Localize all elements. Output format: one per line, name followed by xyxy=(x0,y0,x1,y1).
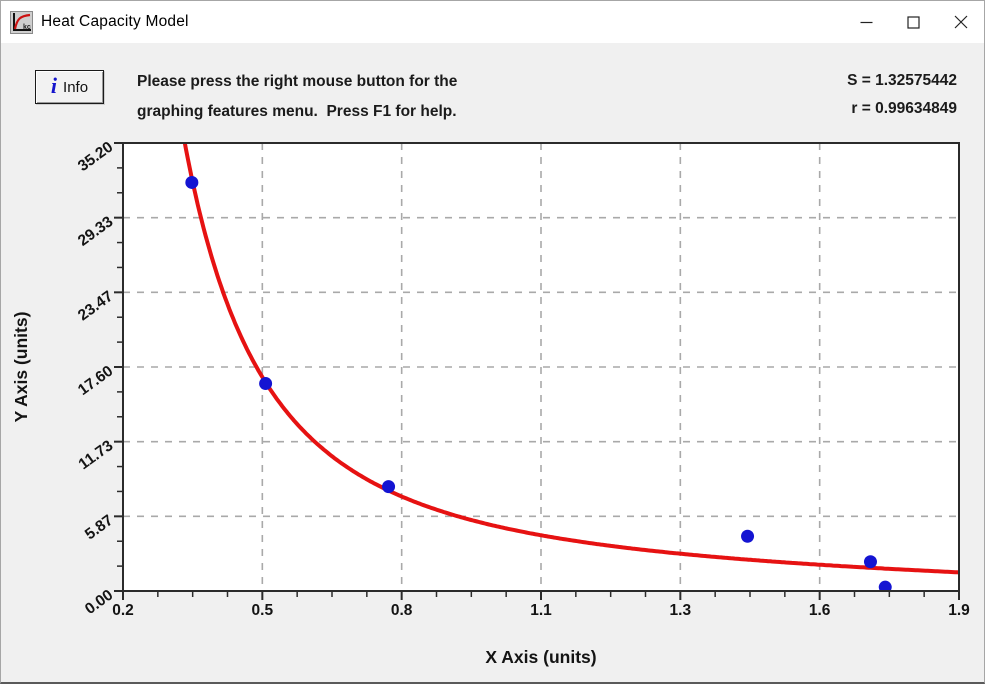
close-button[interactable] xyxy=(937,1,984,43)
minimize-button[interactable] xyxy=(843,1,890,43)
x-tick-label: 0.2 xyxy=(112,602,134,619)
close-icon xyxy=(954,15,967,29)
x-tick-label: 0.8 xyxy=(391,602,413,619)
info-button-label: Info xyxy=(63,78,89,96)
data-point xyxy=(878,580,892,591)
data-point xyxy=(185,175,199,189)
window-controls xyxy=(843,1,984,43)
instructions-text: Please press the right mouse button for … xyxy=(137,67,457,127)
data-point xyxy=(259,377,273,391)
y-tick-label: 11.73 xyxy=(76,437,117,473)
y-axis-title: Y Axis (units) xyxy=(11,312,31,423)
instructions-line1: Please press the right mouse button for … xyxy=(137,73,458,90)
header-bar: i Info Please press the right mouse butt… xyxy=(1,43,984,125)
x-tick-label: 1.1 xyxy=(530,602,552,619)
instructions-line2: graphing features menu. Press F1 for hel… xyxy=(137,103,457,120)
data-point xyxy=(741,529,755,543)
y-tick-label: 29.33 xyxy=(75,213,117,250)
window-title: Heat Capacity Model xyxy=(41,13,189,30)
chart-canvas[interactable]: 0.2 0.5 0.8 1.1 1.3 1.6 1.9 0.00 5.87 11.73 17.60 2… xyxy=(1,125,985,684)
x-tick-label: 1.6 xyxy=(809,602,831,619)
y-tick-label: 17.60 xyxy=(75,362,116,399)
y-tick-label: 0.00 xyxy=(82,586,116,617)
chart-area[interactable]: 0.2 0.5 0.8 1.1 1.3 1.6 1.9 0.00 5.87 11.73 17.60 2… xyxy=(1,125,985,684)
maximize-icon xyxy=(907,15,920,29)
y-tick-label: 35.20 xyxy=(75,138,116,175)
stat-correlation: r = 0.99634849 xyxy=(851,100,957,117)
x-tick-label: 1.9 xyxy=(948,602,970,619)
info-button[interactable]: i Info xyxy=(35,70,104,104)
x-axis-title: X Axis (units) xyxy=(485,647,596,667)
stat-standard-error: S = 1.32575442 xyxy=(847,72,957,89)
y-tick-label: 5.87 xyxy=(82,512,116,543)
minimize-icon xyxy=(860,21,873,23)
data-point xyxy=(382,480,396,494)
fit-curve xyxy=(182,143,959,575)
svg-text:kc: kc xyxy=(23,24,31,31)
fit-statistics: S = 1.32575442 r = 0.99634849 xyxy=(847,67,957,123)
y-tick-label: 23.47 xyxy=(75,288,116,325)
titlebar: kc Heat Capacity Model xyxy=(1,1,984,43)
maximize-button[interactable] xyxy=(890,1,937,43)
x-tick-label: 1.3 xyxy=(670,602,692,619)
info-icon: i xyxy=(50,73,58,98)
app-icon: kc xyxy=(10,10,33,34)
x-tick-label: 0.5 xyxy=(252,602,274,619)
data-point xyxy=(863,555,877,569)
